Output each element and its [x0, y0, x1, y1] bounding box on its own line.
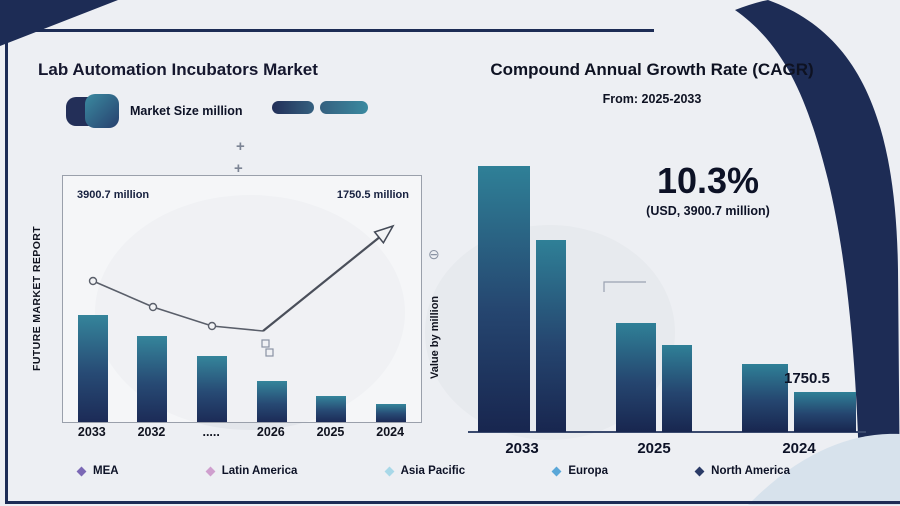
legend-diamond-icon — [384, 466, 395, 476]
right-bar-group-2025: 2025 — [616, 162, 692, 462]
left-chart-title: Lab Automation Incubators Market — [38, 60, 318, 79]
right-bar-2024-secondary — [794, 392, 856, 432]
right-y-axis-label: Value by million — [429, 295, 441, 379]
left-x-axis: 2033 2032..... 2026 2025 2024 — [62, 425, 420, 439]
right-chart-title: Compound Annual Growth Rate (CAGR) — [490, 60, 814, 79]
trend-line-arrow — [88, 224, 395, 357]
left-axis-year: 2024 — [376, 425, 405, 439]
legend-label: North America — [711, 465, 790, 477]
plus-icon: + — [234, 160, 243, 177]
value-annotation: 1750.5 — [784, 370, 830, 387]
frame-border-top — [6, 29, 654, 32]
left-axis-year: ..... — [202, 425, 220, 439]
region-legend: MEA Latin America Asia Pacific Europa North … — [76, 465, 790, 477]
legend-label: Asia Pacific — [400, 465, 466, 477]
left-axis-year: 2025 — [316, 425, 345, 439]
left-axis-year: 2033 — [77, 425, 106, 439]
right-x-axis-line — [468, 431, 866, 433]
right-bar-2024-primary — [742, 364, 788, 432]
right-bar-group-2033: 2033 — [478, 162, 566, 462]
left-bar-2032 — [137, 336, 168, 422]
legend-item-north-america: North America — [694, 465, 790, 477]
pill-decoration — [320, 101, 368, 114]
frame-border-bottom — [5, 501, 900, 504]
plus-icon: + — [236, 138, 245, 155]
legend-diamond-icon — [551, 466, 562, 476]
right-bar-2033-primary — [478, 166, 530, 432]
left-y-axis-label: FUTURE MARKET REPORT — [31, 225, 43, 371]
legend-item-europa: Europa — [551, 465, 608, 477]
market-size-label: Market Size million — [130, 104, 243, 118]
right-bar-group-2024: 2024 — [742, 162, 856, 462]
left-bars-group — [63, 176, 421, 422]
market-size-icon — [66, 94, 120, 128]
legend-item-mea: MEA — [76, 465, 119, 477]
right-bar-2025-secondary — [662, 345, 692, 432]
left-bar-..... — [197, 356, 228, 422]
legend-diamond-icon — [76, 466, 87, 476]
legend-diamond-icon — [205, 466, 216, 476]
max-value-label: 3900.7 million — [77, 189, 150, 201]
right-bar-2033-secondary — [536, 240, 566, 432]
left-chart: 3900.7 million 1750.5 million — [62, 175, 422, 423]
legend-label: Latin America — [221, 465, 298, 477]
left-bar-2033 — [77, 315, 108, 422]
pill-decoration — [272, 101, 314, 114]
legend-item-asia-pacific: Asia Pacific — [384, 465, 466, 477]
legend-diamond-icon — [694, 466, 705, 476]
legend-label: MEA — [93, 465, 119, 477]
left-axis-year: 2032 — [137, 425, 166, 439]
left-bar-2024 — [376, 404, 407, 422]
corner-triangle-decoration — [0, 0, 118, 46]
min-value-label: 1750.5 million — [336, 189, 409, 201]
frame-border-left — [5, 29, 8, 503]
left-axis-year: 2026 — [256, 425, 285, 439]
right-axis-year: 2033 — [505, 440, 539, 457]
cagr-value: 10.3% — [656, 160, 760, 201]
legend-item-latin-america: Latin America — [205, 465, 298, 477]
legend-label: Europa — [568, 465, 608, 477]
right-bar-2025-primary — [616, 323, 656, 432]
right-chart: 2033 2025 2024 — [468, 162, 866, 462]
right-axis-year: 2025 — [637, 440, 671, 457]
right-axis-year: 2024 — [782, 440, 816, 457]
left-bar-2026 — [256, 381, 287, 422]
right-chart-subtitle: From: 2025-2033 — [602, 92, 702, 106]
left-bar-2025 — [316, 396, 347, 422]
cagr-note: (USD, 3900.7 million) — [646, 204, 770, 218]
market-size-legend: Market Size million — [66, 94, 243, 128]
circle-minus-icon: ⊖ — [428, 246, 440, 262]
